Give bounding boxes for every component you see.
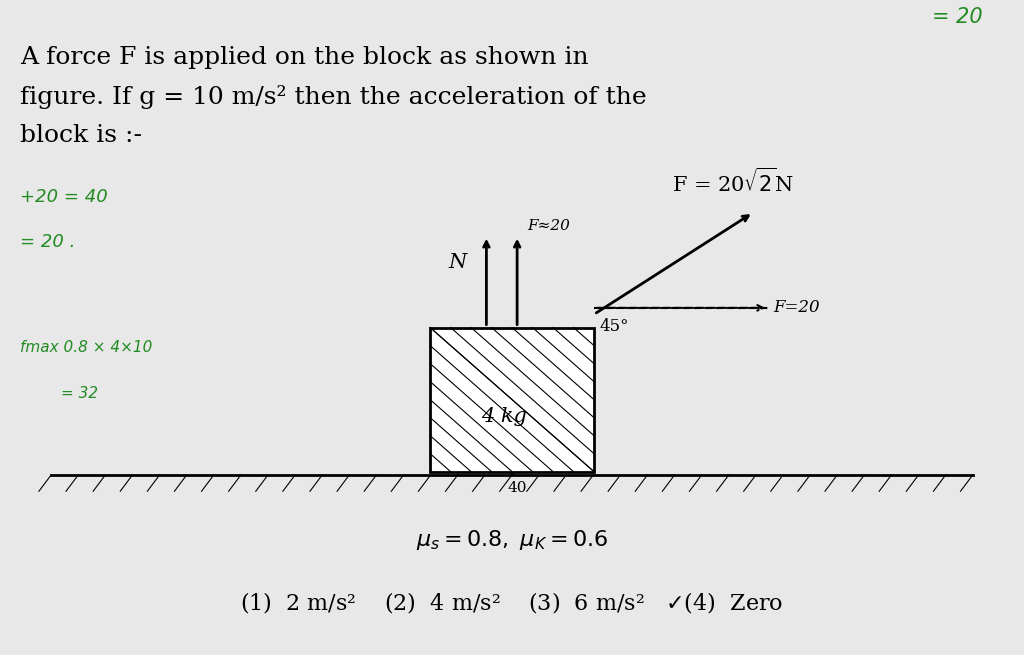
Bar: [430, 328, 594, 472]
Text: block is :-: block is :-: [20, 124, 142, 147]
Text: 4 kg: 4 kg: [481, 407, 526, 426]
Text: F=20: F=20: [773, 299, 820, 316]
Text: 45°: 45°: [599, 318, 629, 335]
Text: +20 = 40: +20 = 40: [20, 187, 109, 206]
Text: (1)  2 m/s²    (2)  4 m/s²    (3)  6 m/s²   $\checkmark$(4)  Zero: (1) 2 m/s² (2) 4 m/s² (3) 6 m/s² $\check…: [241, 590, 783, 615]
Text: A force F is applied on the block as shown in: A force F is applied on the block as sho…: [20, 46, 589, 69]
Text: $\mu_s = 0.8,\ \mu_K = 0.6$: $\mu_s = 0.8,\ \mu_K = 0.6$: [416, 529, 608, 552]
Text: figure. If g = 10 m/s² then the acceleration of the: figure. If g = 10 m/s² then the accelera…: [20, 85, 647, 109]
Text: 40: 40: [507, 481, 527, 495]
Text: fmax 0.8 × 4×10: fmax 0.8 × 4×10: [20, 340, 153, 354]
Text: = 20 .: = 20 .: [20, 233, 76, 252]
Text: F≈20: F≈20: [527, 219, 570, 233]
Text: F = 20$\sqrt{2}$N: F = 20$\sqrt{2}$N: [672, 168, 794, 196]
Text: N: N: [449, 252, 467, 272]
Text: = 20: = 20: [933, 7, 983, 27]
Text: = 32: = 32: [61, 386, 98, 400]
